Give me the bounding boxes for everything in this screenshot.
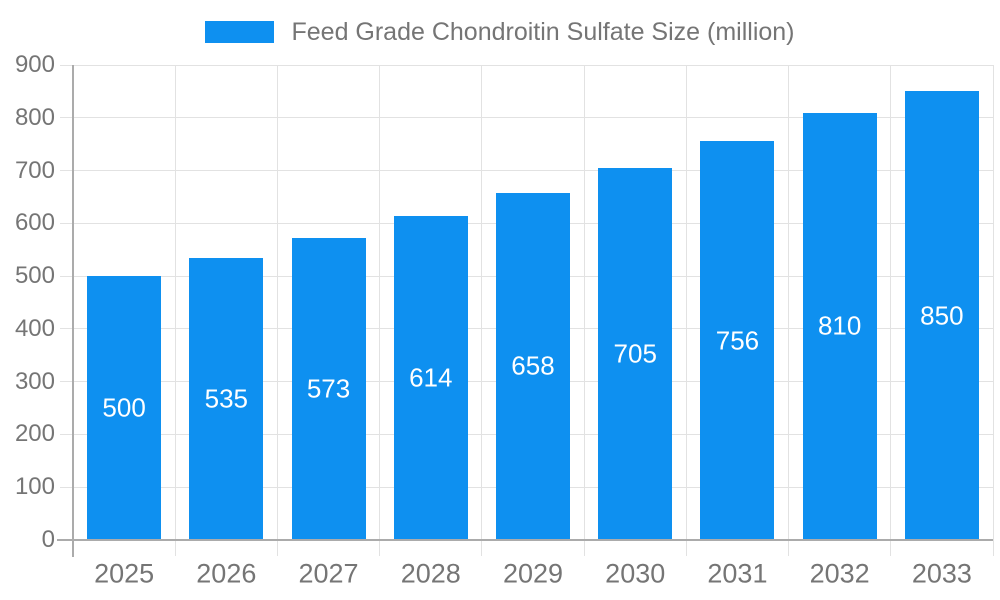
gridline-vertical: [890, 65, 892, 540]
x-axis-tick: [992, 540, 994, 556]
gridline-horizontal: [73, 117, 993, 119]
gridline-horizontal: [73, 64, 993, 66]
y-axis-tick-label: 300: [14, 367, 55, 395]
x-axis-tick-label: 2026: [196, 558, 257, 589]
y-axis-tick-label: 600: [14, 209, 55, 237]
x-axis-tick-label: 2033: [911, 558, 972, 589]
y-axis-tick: [60, 381, 73, 383]
x-axis-tick-label: 2032: [809, 558, 870, 589]
gridline-vertical: [481, 65, 483, 540]
y-axis-tick: [60, 275, 73, 277]
x-axis-tick-label: 2030: [605, 558, 666, 589]
bar-value-label: 614: [409, 362, 453, 393]
y-axis-line: [72, 65, 74, 557]
gridline-vertical: [788, 65, 790, 540]
y-axis-tick: [60, 222, 73, 224]
bar-value-label: 658: [511, 350, 555, 381]
bar-value-label: 810: [817, 310, 862, 341]
y-axis-tick-label: 900: [14, 51, 55, 78]
x-axis-tick-label: 2031: [707, 558, 768, 589]
gridline-vertical: [583, 65, 585, 540]
y-axis-tick-label: 400: [14, 314, 55, 342]
x-axis-tick: [276, 540, 278, 556]
legend-label: Feed Grade Chondroitin Sulfate Size (mil…: [291, 17, 795, 46]
bar[interactable]: [700, 141, 775, 540]
y-axis-tick: [60, 328, 73, 330]
bar-value-label: 500: [102, 392, 146, 423]
bar-value-label: 756: [715, 325, 760, 355]
x-axis-tick-label: 2028: [400, 558, 461, 589]
x-axis-tick-label: 2025: [94, 558, 155, 589]
bar-value-label: 850: [920, 300, 964, 331]
x-axis-tick-label: 2029: [502, 558, 564, 589]
y-axis-tick-label: 100: [14, 473, 55, 501]
x-axis-tick-label: 2027: [298, 558, 359, 589]
y-axis-tick: [60, 433, 73, 435]
bar[interactable]: [496, 192, 570, 540]
legend[interactable]: Feed Grade Chondroitin Sulfate Size (mil…: [0, 17, 1000, 46]
bar[interactable]: [393, 215, 468, 540]
bar[interactable]: [189, 257, 264, 540]
x-axis-tick: [174, 540, 176, 556]
y-axis-tick: [60, 64, 73, 66]
y-axis-tick: [60, 170, 73, 172]
x-axis-tick: [890, 540, 892, 556]
bar[interactable]: [87, 276, 162, 540]
bar-value-label: 573: [306, 373, 351, 404]
x-axis-tick: [481, 540, 483, 556]
gridline-vertical: [174, 65, 176, 540]
y-axis-tick: [60, 117, 73, 119]
gridline-vertical: [379, 65, 381, 540]
bar-value-label: 535: [204, 383, 249, 414]
gridline-horizontal: [73, 170, 993, 172]
y-axis-tick: [60, 486, 73, 488]
y-axis-tick-label: 500: [14, 262, 55, 290]
x-axis-tick: [685, 540, 687, 556]
y-axis-tick-label: 800: [14, 103, 55, 131]
gridline-vertical: [685, 65, 687, 540]
y-axis-tick-label: 0: [41, 526, 55, 553]
legend-swatch-icon: [205, 21, 275, 43]
bar[interactable]: [291, 237, 366, 540]
x-axis-line: [57, 539, 993, 541]
gridline-vertical: [276, 65, 278, 540]
y-axis-tick-label: 200: [14, 420, 55, 448]
bar[interactable]: [904, 91, 979, 540]
x-axis-tick: [379, 540, 381, 556]
y-axis-tick-label: 700: [14, 156, 55, 184]
x-axis-tick: [788, 540, 790, 556]
bar[interactable]: [802, 112, 877, 540]
bar-value-label: 705: [613, 338, 657, 369]
x-axis-tick: [583, 540, 585, 556]
bar[interactable]: [598, 167, 673, 540]
gridline-vertical: [992, 65, 994, 540]
